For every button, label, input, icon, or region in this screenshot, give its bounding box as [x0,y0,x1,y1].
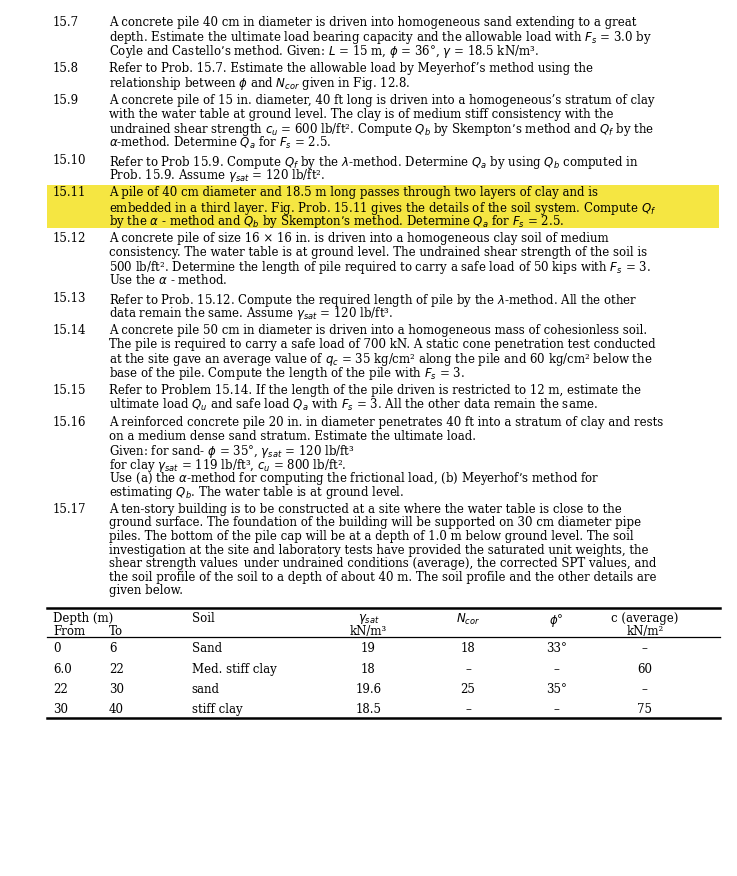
Text: ultimate load $Q_u$ and safe load $Q_a$ with $F_s$ = 3. All the other data remai: ultimate load $Q_u$ and safe load $Q_a$ … [109,397,598,413]
Text: kN/m²: kN/m² [626,625,663,639]
Text: 22: 22 [53,683,68,696]
Text: Med. stiff clay: Med. stiff clay [192,662,276,675]
Text: 25: 25 [461,683,475,696]
Text: Soil: Soil [192,611,214,625]
Text: –: – [553,662,559,675]
Text: given below.: given below. [109,584,183,597]
Text: 15.9: 15.9 [53,95,79,107]
Text: $\phi$°: $\phi$° [549,611,564,629]
Text: Refer to Problem 15.14. If the length of the pile driven is restricted to 12 m, : Refer to Problem 15.14. If the length of… [109,384,641,397]
Text: Given: for sand- $\phi$ = 35°, $\gamma_{sat}$ = 120 lb/ft³: Given: for sand- $\phi$ = 35°, $\gamma_{… [109,443,354,460]
Text: kN/m³: kN/m³ [350,625,387,639]
Text: A ten-story building is to be constructed at a site where the water table is clo: A ten-story building is to be constructe… [109,503,622,516]
Text: Coyle and Castello’s method. Given: $L$ = 15 m, $\phi$ = 36°, $\gamma$ = 18.5 kN: Coyle and Castello’s method. Given: $L$ … [109,43,539,60]
Text: The pile is required to carry a safe load of 700 kN. A static cone penetration t: The pile is required to carry a safe loa… [109,338,656,350]
Text: sand: sand [192,683,220,696]
Text: –: – [465,662,471,675]
Text: 19.6: 19.6 [355,683,382,696]
Text: 15.7: 15.7 [53,16,79,29]
Text: A concrete pile of 15 in. diameter, 40 ft long is driven into a homogeneous’s st: A concrete pile of 15 in. diameter, 40 f… [109,95,654,107]
Text: $\alpha$-method. Determine $Q_a$ for $F_s$ = 2.5.: $\alpha$-method. Determine $Q_a$ for $F_… [109,135,331,151]
Text: Use the $\alpha$ - method.: Use the $\alpha$ - method. [109,273,228,286]
Text: 15.8: 15.8 [53,62,79,74]
Text: Use (a) the $\alpha$-method for computing the frictional load, (b) Meyerhof’s me: Use (a) the $\alpha$-method for computin… [109,470,599,487]
Text: 15.11: 15.11 [53,187,86,199]
Text: 60: 60 [638,662,652,675]
Text: relationship between $\phi$ and $N_{cor}$ given in Fig. 12.8.: relationship between $\phi$ and $N_{cor}… [109,75,411,92]
Text: A pile of 40 cm diameter and 18.5 m long passes through two layers of clay and i: A pile of 40 cm diameter and 18.5 m long… [109,187,598,199]
Text: 15.17: 15.17 [53,503,86,516]
Text: Prob. 15.9. Assume $\gamma_{sat}$ = 120 lb/ft².: Prob. 15.9. Assume $\gamma_{sat}$ = 120 … [109,167,325,184]
Text: 500 lb/ft². Determine the length of pile required to carry a safe load of 50 kip: 500 lb/ft². Determine the length of pile… [109,259,651,276]
Text: 19: 19 [361,642,376,655]
Text: 30: 30 [109,683,124,696]
Text: embedded in a third layer. Fig. Prob. 15.11 gives the details of the soil system: embedded in a third layer. Fig. Prob. 15… [109,200,657,216]
Text: 0: 0 [53,642,60,655]
Text: 15.15: 15.15 [53,384,86,397]
Text: for clay $\gamma_{sat}$ = 119 lb/ft³, $c_u$ = 800 lb/ft².: for clay $\gamma_{sat}$ = 119 lb/ft³, $c… [109,457,346,474]
Text: Depth (m): Depth (m) [53,611,113,625]
Text: 6: 6 [109,642,116,655]
Text: 75: 75 [638,703,652,717]
Text: –: – [553,703,559,717]
Text: estimating $Q_b$. The water table is at ground level.: estimating $Q_b$. The water table is at … [109,484,405,501]
Text: shear strength values under undrained conditions (average), the corrected SPT va: shear strength values under undrained co… [109,557,657,570]
Text: base of the pile. Compute the length of the pile with $F_s$ = 3.: base of the pile. Compute the length of … [109,364,465,382]
Text: data remain the same. Assume $\gamma_{sat}$ = 120 lb/ft³.: data remain the same. Assume $\gamma_{sa… [109,305,394,322]
Text: depth. Estimate the ultimate load bearing capacity and the allowable load with $: depth. Estimate the ultimate load bearin… [109,30,652,46]
Text: by the $\alpha$ - method and $Q_b$ by Skempton’s method. Determine $Q_a$ for $F_: by the $\alpha$ - method and $Q_b$ by Sk… [109,214,565,230]
Text: $\gamma_{sat}$: $\gamma_{sat}$ [357,611,380,625]
Text: 18.5: 18.5 [355,703,382,717]
Text: piles. The bottom of the pile cap will be at a depth of 1.0 m below ground level: piles. The bottom of the pile cap will b… [109,530,634,543]
Bar [47,185,719,228]
Text: To: To [109,625,123,639]
Text: 15.13: 15.13 [53,292,86,305]
Text: 18: 18 [461,642,475,655]
Text: undrained shear strength $c_u$ = 600 lb/ft². Compute $Q_b$ by Skempton’s method : undrained shear strength $c_u$ = 600 lb/… [109,122,654,138]
Text: A concrete pile of size 16 × 16 in. is driven into a homogeneous clay soil of me: A concrete pile of size 16 × 16 in. is d… [109,232,609,245]
Text: 22: 22 [109,662,124,675]
Text: –: – [465,703,471,717]
Text: 15.12: 15.12 [53,232,86,245]
Text: 15.14: 15.14 [53,324,86,337]
Text: A concrete pile 40 cm in diameter is driven into homogeneous sand extending to a: A concrete pile 40 cm in diameter is dri… [109,16,637,29]
Text: A reinforced concrete pile 20 in. in diameter penetrates 40 ft into a stratum of: A reinforced concrete pile 20 in. in dia… [109,416,663,429]
Text: Refer to Prob. 15.12. Compute the required length of pile by the $\lambda$-metho: Refer to Prob. 15.12. Compute the requir… [109,292,638,308]
Text: Refer to Prob. 15.7. Estimate the allowable load by Meyerhof’s method using the: Refer to Prob. 15.7. Estimate the allowa… [109,62,593,74]
Text: $N_{cor}$: $N_{cor}$ [456,611,480,627]
Text: 6.0: 6.0 [53,662,71,675]
Text: 33°: 33° [546,642,567,655]
Text: consistency. The water table is at ground level. The undrained shear strength of: consistency. The water table is at groun… [109,245,647,258]
Text: c (average): c (average) [611,611,679,625]
Text: 18: 18 [361,662,376,675]
Text: –: – [642,683,648,696]
Text: 15.10: 15.10 [53,154,86,166]
Text: the soil profile of the soil to a depth of about 40 m. The soil profile and the : the soil profile of the soil to a depth … [109,571,657,583]
Text: Sand: Sand [192,642,222,655]
Text: investigation at the site and laboratory tests have provided the saturated unit : investigation at the site and laboratory… [109,543,649,556]
Text: 15.16: 15.16 [53,416,86,429]
Text: ground surface. The foundation of the building will be supported on 30 cm diamet: ground surface. The foundation of the bu… [109,517,641,529]
Text: stiff clay: stiff clay [192,703,242,717]
Text: 30: 30 [53,703,68,717]
Text: 35°: 35° [546,683,567,696]
Text: at the site gave an average value of $q_c$ = 35 kg/cm² along the pile and 60 kg/: at the site gave an average value of $q_… [109,351,653,368]
Text: A concrete pile 50 cm in diameter is driven into a homogeneous mass of cohesionl: A concrete pile 50 cm in diameter is dri… [109,324,647,337]
Text: From: From [53,625,85,639]
Text: Refer to Prob 15.9. Compute $Q_f$ by the $\lambda$-method. Determine $Q_a$ by us: Refer to Prob 15.9. Compute $Q_f$ by the… [109,154,638,171]
Text: on a medium dense sand stratum. Estimate the ultimate load.: on a medium dense sand stratum. Estimate… [109,429,476,442]
Text: –: – [642,642,648,655]
Text: with the water table at ground level. The clay is of medium stiff consistency wi: with the water table at ground level. Th… [109,108,614,121]
Text: 40: 40 [109,703,124,717]
